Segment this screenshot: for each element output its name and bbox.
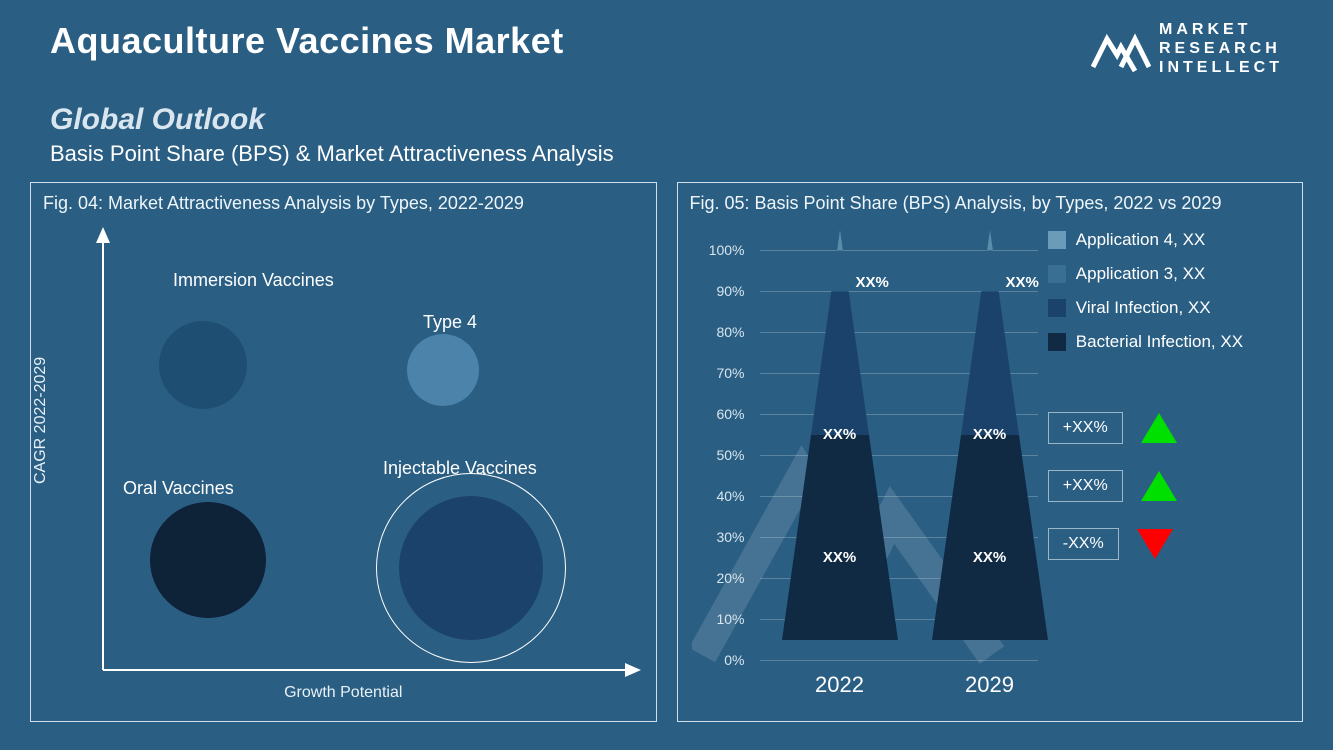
y-tick: 0% xyxy=(700,652,745,668)
cone-segment xyxy=(831,250,848,291)
bubble-label: Injectable Vaccines xyxy=(383,458,537,479)
cone-segment xyxy=(811,291,869,435)
fig05-caption: Fig. 05: Basis Point Share (BPS) Analysi… xyxy=(690,193,1291,214)
page-title: Aquaculture Vaccines Market xyxy=(50,20,564,62)
segment-label: XX% xyxy=(973,549,1006,566)
cone-legend: Application 4, XX Application 3, XX Viral … xyxy=(1038,220,1290,710)
y-tick: 70% xyxy=(700,365,745,381)
fig04-panel: Fig. 04: Market Attractiveness Analysis … xyxy=(30,182,657,722)
bubble xyxy=(407,334,479,406)
bubble-label: Type 4 xyxy=(423,312,477,333)
header: Aquaculture Vaccines Market MARKET RESEA… xyxy=(0,0,1333,78)
segment-label: XX% xyxy=(823,426,856,443)
cone-segment xyxy=(932,435,1048,640)
segment-label: XX% xyxy=(973,426,1006,443)
legend-item: Application 4, XX xyxy=(1048,230,1290,250)
year-label: 2022 xyxy=(815,672,864,698)
logo-mountain-icon xyxy=(1091,25,1151,73)
delta-row: +XX% xyxy=(1048,470,1290,502)
legend-item: Bacterial Infection, XX xyxy=(1048,332,1290,352)
cone-segment xyxy=(987,230,993,251)
brand-logo: MARKET RESEARCH INTELLECT xyxy=(1091,20,1283,78)
segment-label: XX% xyxy=(1005,274,1038,291)
cone-segment xyxy=(782,435,898,640)
logo-text: MARKET RESEARCH INTELLECT xyxy=(1159,20,1283,78)
y-tick: 90% xyxy=(700,283,745,299)
bubble-chart-area: CAGR 2022-2029 Growth Potential Immersio… xyxy=(43,220,644,700)
y-tick: 40% xyxy=(700,488,745,504)
year-label: 2029 xyxy=(965,672,1014,698)
legend-label: Bacterial Infection, XX xyxy=(1076,332,1243,352)
legend-label: Application 3, XX xyxy=(1076,264,1205,284)
charts-row: Fig. 04: Market Attractiveness Analysis … xyxy=(0,172,1333,722)
cone xyxy=(762,230,918,660)
y-tick: 20% xyxy=(700,570,745,586)
y-tick: 100% xyxy=(700,242,745,258)
cone-plot: 0% 10% 20% 30% 40% 50% 60% 70% 80% 90% 100% XX% XX% X… xyxy=(690,220,1038,710)
bubble xyxy=(150,502,266,618)
y-tick: 80% xyxy=(700,324,745,340)
segment-label: XX% xyxy=(823,549,856,566)
global-outlook-heading: Global Outlook xyxy=(50,103,1283,137)
cone-segment xyxy=(961,291,1019,435)
arrow-up-icon xyxy=(1141,471,1177,501)
arrow-down-icon xyxy=(1137,529,1173,559)
cone-segment xyxy=(837,230,843,251)
bubble-label: Immersion Vaccines xyxy=(173,270,334,291)
cone-segment xyxy=(981,250,998,291)
legend-item: Viral Infection, XX xyxy=(1048,298,1290,318)
legend-label: Application 4, XX xyxy=(1076,230,1205,250)
bps-subheading: Basis Point Share (BPS) & Market Attract… xyxy=(50,141,1283,167)
bubble-axes xyxy=(43,220,653,700)
fig04-caption: Fig. 04: Market Attractiveness Analysis … xyxy=(43,193,644,214)
x-axis-label: Growth Potential xyxy=(284,684,402,702)
bubble xyxy=(159,321,247,409)
delta-row: +XX% xyxy=(1048,412,1290,444)
y-tick: 10% xyxy=(700,611,745,627)
cone xyxy=(912,230,1068,660)
segment-label: XX% xyxy=(855,274,888,291)
arrow-up-icon xyxy=(1141,413,1177,443)
y-tick: 50% xyxy=(700,447,745,463)
bubble-label: Oral Vaccines xyxy=(123,478,234,499)
y-axis-label: CAGR 2022-2029 xyxy=(32,356,50,483)
y-tick: 30% xyxy=(700,529,745,545)
bubble xyxy=(399,496,543,640)
fig05-panel: Fig. 05: Basis Point Share (BPS) Analysi… xyxy=(677,182,1304,722)
legend-item: Application 3, XX xyxy=(1048,264,1290,284)
legend-label: Viral Infection, XX xyxy=(1076,298,1211,318)
cone-chart-area: 0% 10% 20% 30% 40% 50% 60% 70% 80% 90% 100% XX% XX% X… xyxy=(690,220,1291,710)
y-tick: 60% xyxy=(700,406,745,422)
subtitle-block: Global Outlook Basis Point Share (BPS) &… xyxy=(0,78,1333,172)
grid-line xyxy=(760,660,1038,661)
delta-row: -XX% xyxy=(1048,528,1290,560)
